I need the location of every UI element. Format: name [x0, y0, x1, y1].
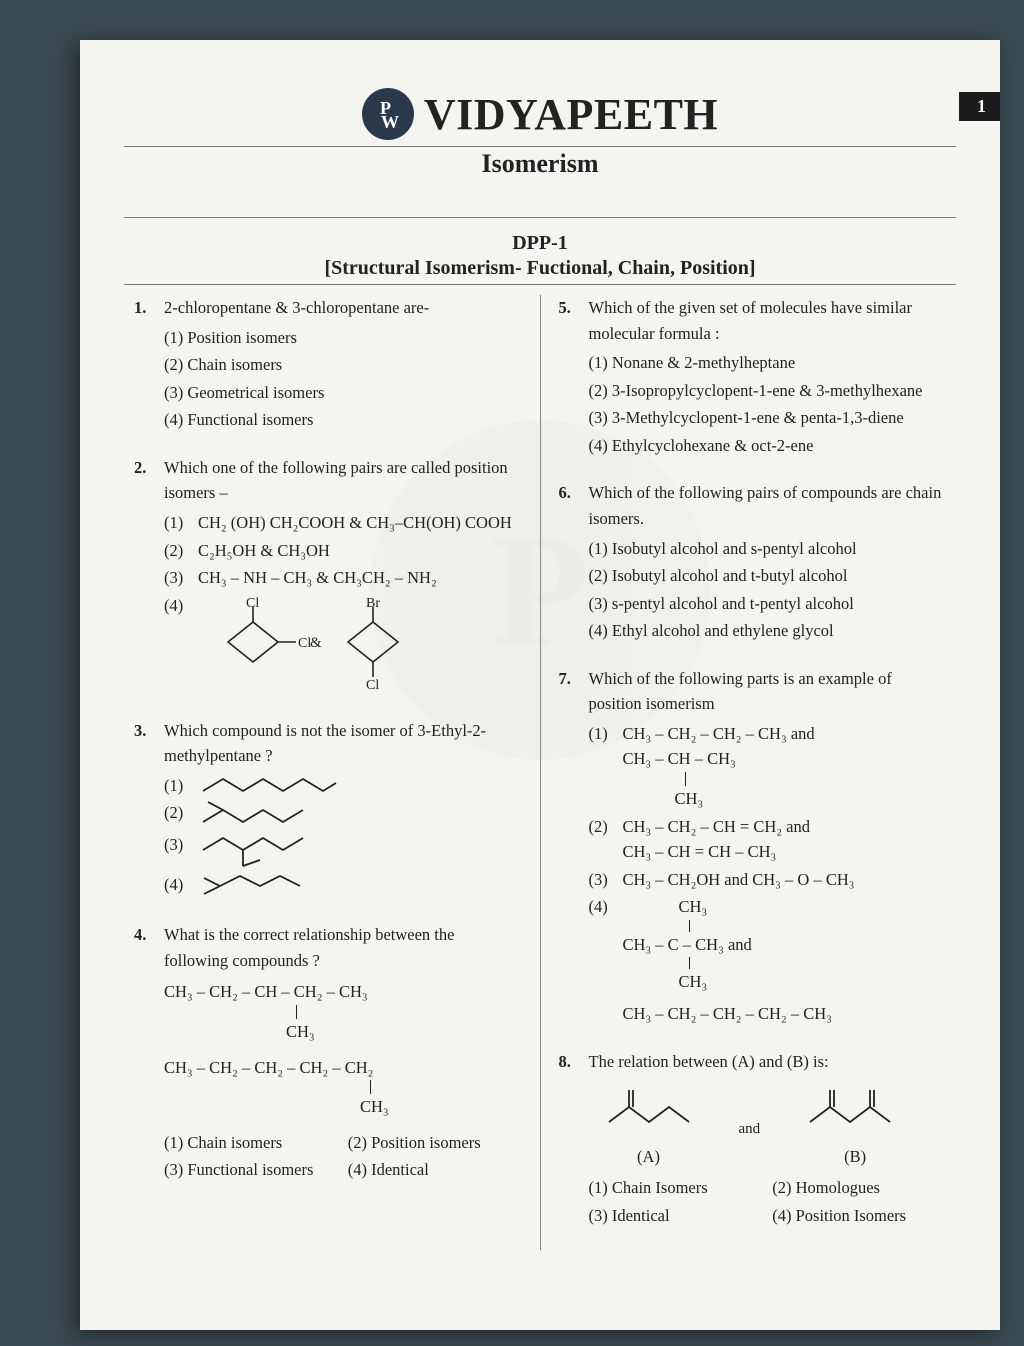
page-number-tab: 1 [959, 92, 1000, 121]
q-number: 2. [134, 455, 164, 698]
q-text: Which of the given set of molecules have… [589, 295, 947, 346]
q-option: (1) Nonane & 2-methylheptane [589, 350, 947, 376]
skeletal-structure-icon [599, 1082, 699, 1132]
q-option: (4) Identical [348, 1157, 522, 1183]
opt-body: CH₂ (OH) CH₂COOH & CH₃–CH(OH) COOH [198, 510, 522, 536]
q-number: 6. [559, 480, 589, 645]
opt-num: (4) [589, 894, 623, 1026]
opt-num: (1) [589, 721, 623, 812]
q-text: What is the correct relationship between… [164, 922, 522, 973]
compound-a: CH₃ – CH₂ – CH – CH₂ – CH₃ CH₃ [164, 979, 522, 1044]
opt-body: C₂H₅OH & CH₃OH [198, 538, 522, 564]
q-option: (1) Position isomers [164, 325, 522, 351]
opt-num: (1) [164, 510, 198, 536]
question-4: 4. What is the correct relationship betw… [134, 922, 522, 1185]
skeletal-structure-icon [198, 800, 328, 830]
svg-text:Cl: Cl [246, 597, 259, 611]
q-text: Which one of the following pairs are cal… [164, 455, 522, 506]
opt-num: (1) [164, 773, 198, 799]
question-7: 7. Which of the following parts is an ex… [559, 666, 947, 1029]
opt-num: (4) [164, 593, 198, 696]
opt-num: (3) [589, 867, 623, 893]
question-3: 3. Which compound is not the isomer of 3… [134, 718, 522, 903]
cyclobutane-structure-icon: Cl Cl & Br Cl [198, 597, 428, 692]
q-option: (4) Position Isomers [772, 1203, 946, 1229]
question-5: 5. Which of the given set of molecules h… [559, 295, 947, 460]
opt-body: CH₃ – CH₂ – CH = CH₂ and CH₃ – CH = CH –… [623, 814, 947, 865]
compound-b: (B) [800, 1082, 910, 1169]
brand-name: VIDYAPEETH [424, 89, 718, 140]
q-text: The relation between (A) and (B) is: [589, 1049, 947, 1075]
topic-title: Isomerism [124, 149, 956, 179]
content-columns: 1. 2-chloropentane & 3-chloropentane are… [124, 295, 956, 1250]
q-text: Which compound is not the isomer of 3-Et… [164, 718, 522, 769]
q-text: Which of the following pairs of compound… [589, 480, 947, 531]
q-option: (2) Position isomers [348, 1130, 522, 1156]
q-number: 1. [134, 295, 164, 435]
subtitle: [Structural Isomerism- Fuctional, Chain,… [124, 257, 956, 280]
q-option: (1) Chain isomers [164, 1130, 338, 1156]
q-option: (3) s-pentyl alcohol and t-pentyl alcoho… [589, 591, 947, 617]
opt-body: CH₃ – CH₂ – CH₂ – CH₃ and CH₃ – CH – CH₃… [623, 721, 947, 812]
q-number: 8. [559, 1049, 589, 1231]
opt-body: Cl Cl & Br Cl [198, 593, 522, 696]
q-text: 2-chloropentane & 3-chloropentane are- [164, 295, 522, 321]
q-option: (4) Ethyl alcohol and ethylene glycol [589, 618, 947, 644]
skeletal-structure-icon [800, 1082, 910, 1132]
q-option: (2) Isobutyl alcohol and t-butyl alcohol [589, 563, 947, 589]
q-number: 5. [559, 295, 589, 460]
opt-num: (3) [164, 565, 198, 591]
compound-b: CH₃ – CH₂ – CH₂ – CH₂ – CH₂ CH₃ [164, 1055, 522, 1120]
svg-text:W: W [381, 112, 399, 132]
q-option: (3) Geometrical isomers [164, 380, 522, 406]
opt-num: (3) [164, 832, 198, 870]
skeletal-structure-icon [198, 872, 328, 900]
q-option: (3) 3-Methylcyclopent-1-ene & penta-1,3-… [589, 405, 947, 431]
opt-num: (2) [164, 538, 198, 564]
question-8: 8. The relation between (A) and (B) is: [559, 1049, 947, 1231]
q-option: (1) Chain Isomers [589, 1175, 763, 1201]
label-b: (B) [800, 1144, 910, 1170]
left-column: 1. 2-chloropentane & 3-chloropentane are… [124, 295, 541, 1250]
opt-num: (4) [164, 872, 198, 900]
question-2: 2. Which one of the following pairs are … [134, 455, 522, 698]
label-a: (A) [599, 1144, 699, 1170]
compound-a: (A) [599, 1082, 699, 1169]
brand-logo-icon: PW [362, 88, 414, 140]
question-1: 1. 2-chloropentane & 3-chloropentane are… [134, 295, 522, 435]
q-option: (2) Homologues [772, 1175, 946, 1201]
opt-num: (2) [589, 814, 623, 865]
q-option: (3) Functional isomers [164, 1157, 338, 1183]
and-label: and [739, 1118, 761, 1169]
svg-text:Cl: Cl [366, 678, 379, 692]
q-number: 4. [134, 922, 164, 1185]
skeletal-structure-icon [198, 773, 338, 797]
question-6: 6. Which of the following pairs of compo… [559, 480, 947, 645]
q-option: (2) 3-Isopropylcyclopent-1-ene & 3-methy… [589, 378, 947, 404]
opt-body: CH₃ CH₃ – C – CH₃ and CH₃ CH₃ – CH₂ – CH… [623, 894, 947, 1026]
opt-num: (2) [164, 800, 198, 830]
q-option: (4) Ethylcyclohexane & oct-2-ene [589, 433, 947, 459]
skeletal-structure-icon [198, 832, 328, 870]
q-option: (1) Isobutyl alcohol and s-pentyl alcoho… [589, 536, 947, 562]
header: PW VIDYAPEETH Isomerism DPP-1 [Structura… [124, 88, 956, 285]
q-option: (3) Identical [589, 1203, 763, 1229]
q-text: Which of the following parts is an examp… [589, 666, 947, 717]
q-option: (2) Chain isomers [164, 352, 522, 378]
right-column: 5. Which of the given set of molecules h… [541, 295, 957, 1250]
opt-body: CH₃ – CH₂OH and CH₃ – O – CH₃ [623, 867, 947, 893]
worksheet-page: 1 P PW VIDYAPEETH Isomerism DPP-1 [Struc… [80, 40, 1000, 1330]
svg-text:Br: Br [366, 597, 380, 611]
svg-text:&: & [310, 635, 322, 651]
q-option: (4) Functional isomers [164, 407, 522, 433]
q-number: 3. [134, 718, 164, 903]
opt-body: CH₃ – NH – CH₃ & CH₃CH₂ – NH₂ [198, 565, 522, 591]
dpp-label: DPP-1 [124, 232, 956, 255]
q-number: 7. [559, 666, 589, 1029]
